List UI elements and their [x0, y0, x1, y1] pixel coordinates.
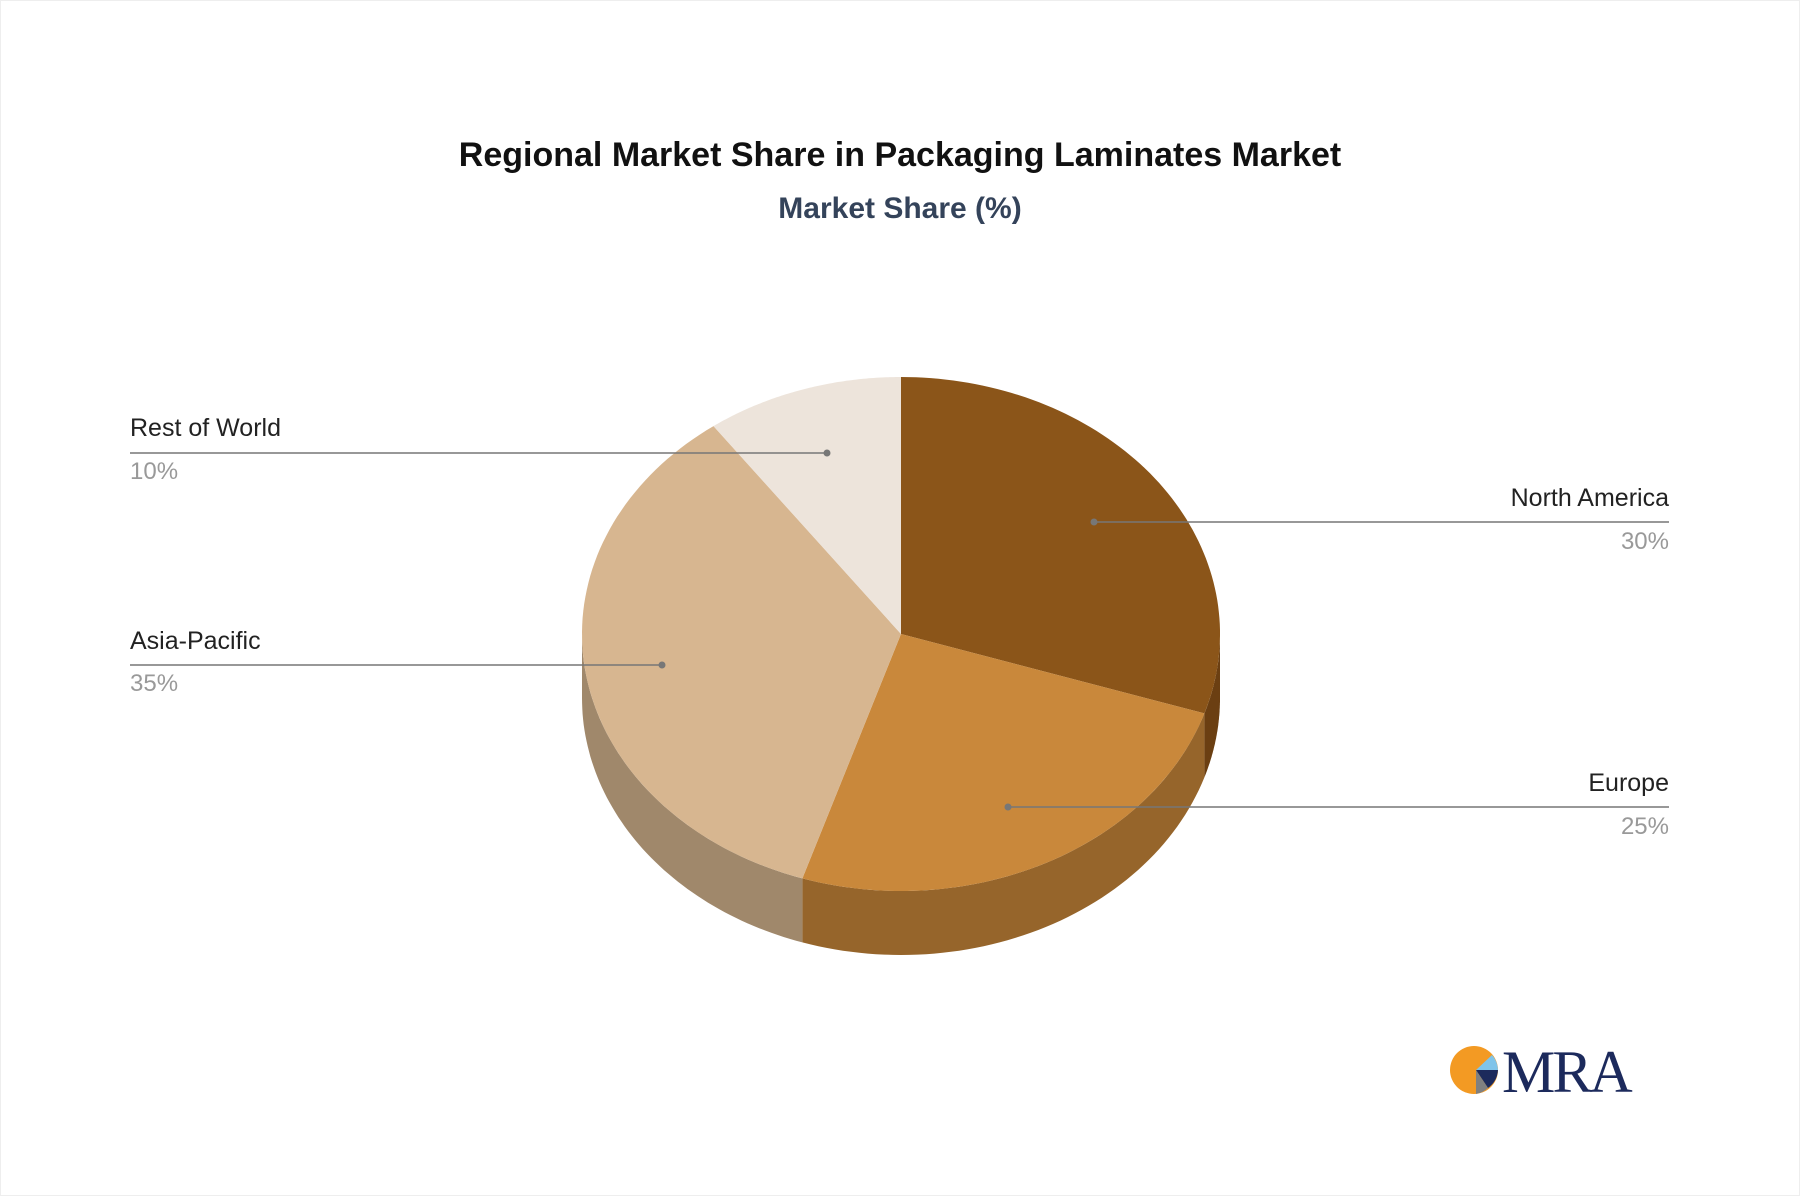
chart-title: Regional Market Share in Packaging Lamin…	[458, 136, 1342, 174]
label-asia-pacific: Asia-Pacific	[130, 627, 261, 655]
svg-text:MRA: MRA	[1502, 1039, 1632, 1100]
label-europe: Europe	[1588, 769, 1669, 797]
pie-slice-north-america[interactable]	[901, 377, 1220, 714]
leader-dot-rest-of-world	[823, 449, 831, 457]
label-rest-of-world: Rest of World	[130, 414, 281, 442]
pie-slice-europe[interactable]	[802, 634, 1205, 891]
leader-dot-europe	[1004, 803, 1012, 811]
leader-dot-north-america	[1090, 518, 1098, 526]
value-north-america: 30%	[1620, 528, 1669, 555]
pie-slice-rest-of-world[interactable]	[713, 377, 902, 634]
leader-dot-asia-pacific	[658, 661, 666, 669]
chart-subtitle: Market Share (%)	[778, 192, 1022, 225]
label-north-america: North America	[1510, 484, 1669, 512]
value-rest-of-world: 10%	[130, 458, 179, 485]
mra-logo: MRA	[1450, 1039, 1635, 1100]
pie-slice-asia-pacific[interactable]	[582, 426, 901, 879]
pie-side-asia-pacific	[582, 634, 803, 943]
pie-side-europe	[802, 713, 1205, 955]
pie-side-north-america	[1204, 634, 1220, 778]
value-europe: 25%	[1620, 813, 1669, 840]
value-asia-pacific: 35%	[130, 670, 179, 697]
